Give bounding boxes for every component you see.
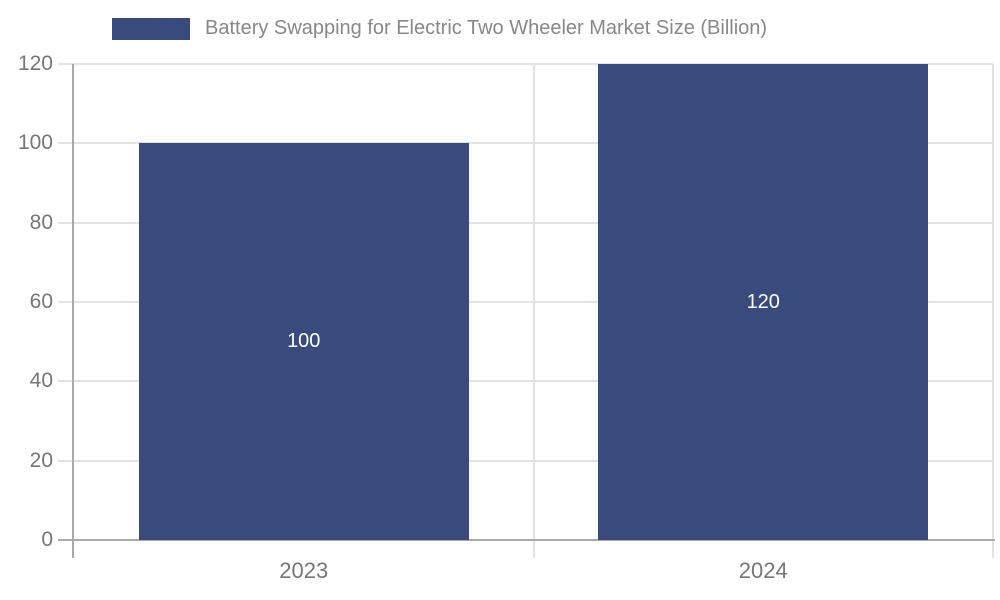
x-boundary-gridline (532, 64, 535, 558)
y-gridline (58, 380, 993, 383)
bar-value-label: 100 (287, 330, 321, 353)
y-gridline (58, 301, 993, 303)
legend-swatch (112, 17, 190, 40)
y-tick-label: 20 (29, 448, 53, 472)
legend-label: Battery Swapping for Electric Two Wheele… (205, 17, 768, 39)
y-gridline (58, 459, 993, 462)
y-tick-label: 120 (17, 52, 53, 75)
y-tick-label: 0 (41, 528, 53, 551)
x-tick-label-2024: 2024 (738, 558, 788, 583)
y-tick-label: 80 (29, 210, 53, 234)
y-tick-label: 40 (29, 369, 53, 393)
x-boundary-gridline (992, 64, 994, 558)
chart-legend[interactable]: Battery Swapping for Electric Two Wheele… (112, 17, 767, 40)
y-tick-label: 60 (29, 290, 53, 313)
y-axis-line (72, 64, 74, 558)
y-gridline (58, 142, 993, 145)
y-gridline (58, 221, 993, 224)
y-tick-label: 100 (17, 131, 53, 155)
bar-2023: 100 (138, 143, 469, 540)
x-axis-line (58, 539, 995, 541)
bar-2024: 120 (598, 64, 929, 540)
bar-value-label: 120 (746, 290, 780, 313)
y-gridline (58, 63, 993, 65)
x-tick-label-2023: 2023 (279, 558, 329, 583)
